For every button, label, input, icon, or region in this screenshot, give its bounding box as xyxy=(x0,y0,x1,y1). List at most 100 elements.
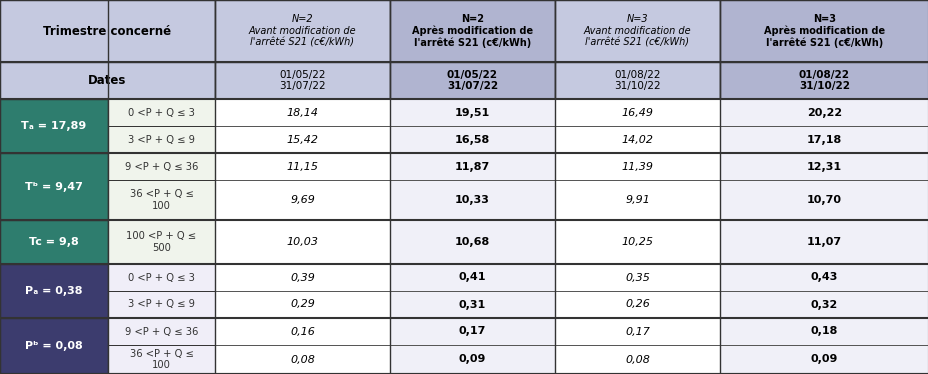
Bar xyxy=(554,153,719,180)
Bar xyxy=(214,220,390,264)
Text: Tc = 9,8: Tc = 9,8 xyxy=(29,237,79,247)
Text: N=3
Avant modification de
l'arrêté S21 (c€/kWh): N=3 Avant modification de l'arrêté S21 (… xyxy=(583,15,690,47)
Bar xyxy=(554,291,719,318)
Bar xyxy=(108,318,214,345)
Bar xyxy=(390,180,554,220)
Text: N=2
Avant modification de
l'arrêté S21 (c€/kWh): N=2 Avant modification de l'arrêté S21 (… xyxy=(249,15,356,47)
Bar xyxy=(108,99,214,126)
Bar xyxy=(390,62,554,99)
Bar xyxy=(214,153,390,180)
Bar xyxy=(719,126,928,153)
Text: 01/08/22
31/10/22: 01/08/22 31/10/22 xyxy=(613,70,660,91)
Text: 3 <P + Q ≤ 9: 3 <P + Q ≤ 9 xyxy=(128,300,195,310)
Text: 11,07: 11,07 xyxy=(806,237,841,247)
Text: 0,31: 0,31 xyxy=(458,300,485,310)
Bar xyxy=(214,0,390,62)
Bar xyxy=(108,264,214,291)
Text: N=2
Après modification de
l'arrêté S21 (c€/kWh): N=2 Après modification de l'arrêté S21 (… xyxy=(411,14,533,48)
Bar xyxy=(108,153,214,180)
Text: 0,35: 0,35 xyxy=(625,273,650,282)
Text: 36 <P + Q ≤
100: 36 <P + Q ≤ 100 xyxy=(129,349,193,370)
Text: 0,09: 0,09 xyxy=(810,355,837,365)
Bar xyxy=(390,153,554,180)
Bar xyxy=(719,264,928,291)
Text: 01/08/22
31/10/22: 01/08/22 31/10/22 xyxy=(798,70,849,91)
Text: 0,08: 0,08 xyxy=(290,355,315,365)
Bar xyxy=(108,220,214,264)
Text: 0,39: 0,39 xyxy=(290,273,315,282)
Bar xyxy=(0,153,108,220)
Bar xyxy=(390,99,554,126)
Bar xyxy=(719,153,928,180)
Text: 0,32: 0,32 xyxy=(810,300,837,310)
Bar xyxy=(554,318,719,345)
Text: 10,68: 10,68 xyxy=(455,237,490,247)
Text: 11,39: 11,39 xyxy=(621,162,652,172)
Text: 9,69: 9,69 xyxy=(290,195,315,205)
Bar xyxy=(214,291,390,318)
Text: 0,18: 0,18 xyxy=(810,327,837,337)
Text: 10,33: 10,33 xyxy=(455,195,489,205)
Text: 10,25: 10,25 xyxy=(621,237,652,247)
Text: 16,58: 16,58 xyxy=(455,135,490,144)
Bar xyxy=(390,345,554,374)
Text: 9 <P + Q ≤ 36: 9 <P + Q ≤ 36 xyxy=(124,327,198,337)
Bar xyxy=(0,99,108,153)
Text: Pₐ = 0,38: Pₐ = 0,38 xyxy=(25,286,83,296)
Text: 12,31: 12,31 xyxy=(806,162,841,172)
Text: 14,02: 14,02 xyxy=(621,135,652,144)
Text: 01/05/22
31/07/22: 01/05/22 31/07/22 xyxy=(279,70,326,91)
Bar xyxy=(108,126,214,153)
Text: Tᵇ = 9,47: Tᵇ = 9,47 xyxy=(25,181,83,191)
Bar xyxy=(0,264,108,318)
Bar xyxy=(719,318,928,345)
Bar xyxy=(0,318,108,374)
Text: 0 <P + Q ≤ 3: 0 <P + Q ≤ 3 xyxy=(128,273,195,282)
Bar xyxy=(554,220,719,264)
Text: N=3
Après modification de
l'arrêté S21 (c€/kWh): N=3 Après modification de l'arrêté S21 (… xyxy=(763,14,884,48)
Text: 16,49: 16,49 xyxy=(621,107,652,117)
Text: 0,09: 0,09 xyxy=(458,355,485,365)
Text: 10,70: 10,70 xyxy=(806,195,841,205)
Text: 0,26: 0,26 xyxy=(625,300,650,310)
Text: 0,08: 0,08 xyxy=(625,355,650,365)
Text: 19,51: 19,51 xyxy=(455,107,490,117)
Bar xyxy=(214,126,390,153)
Text: 11,87: 11,87 xyxy=(455,162,490,172)
Bar xyxy=(214,99,390,126)
Bar xyxy=(108,291,214,318)
Bar xyxy=(0,0,214,62)
Text: 0,17: 0,17 xyxy=(458,327,485,337)
Bar xyxy=(390,264,554,291)
Text: 0 <P + Q ≤ 3: 0 <P + Q ≤ 3 xyxy=(128,107,195,117)
Bar xyxy=(214,180,390,220)
Bar xyxy=(719,180,928,220)
Bar xyxy=(390,220,554,264)
Bar xyxy=(554,62,719,99)
Text: 0,41: 0,41 xyxy=(458,273,485,282)
Text: 9,91: 9,91 xyxy=(625,195,650,205)
Text: 0,16: 0,16 xyxy=(290,327,315,337)
Text: 11,15: 11,15 xyxy=(286,162,318,172)
Bar xyxy=(719,62,928,99)
Bar xyxy=(0,220,108,264)
Bar xyxy=(390,318,554,345)
Text: 3 <P + Q ≤ 9: 3 <P + Q ≤ 9 xyxy=(128,135,195,144)
Text: 0,43: 0,43 xyxy=(810,273,837,282)
Text: 0,29: 0,29 xyxy=(290,300,315,310)
Text: 18,14: 18,14 xyxy=(286,107,318,117)
Bar xyxy=(719,99,928,126)
Bar xyxy=(108,345,214,374)
Bar xyxy=(554,126,719,153)
Text: 10,03: 10,03 xyxy=(286,237,318,247)
Text: Tₐ = 17,89: Tₐ = 17,89 xyxy=(21,121,86,131)
Bar xyxy=(390,0,554,62)
Text: 20,22: 20,22 xyxy=(806,107,841,117)
Bar xyxy=(214,345,390,374)
Text: 0,17: 0,17 xyxy=(625,327,650,337)
Text: 100 <P + Q ≤
500: 100 <P + Q ≤ 500 xyxy=(126,231,197,253)
Text: 17,18: 17,18 xyxy=(806,135,841,144)
Bar xyxy=(554,264,719,291)
Bar xyxy=(554,0,719,62)
Bar xyxy=(719,220,928,264)
